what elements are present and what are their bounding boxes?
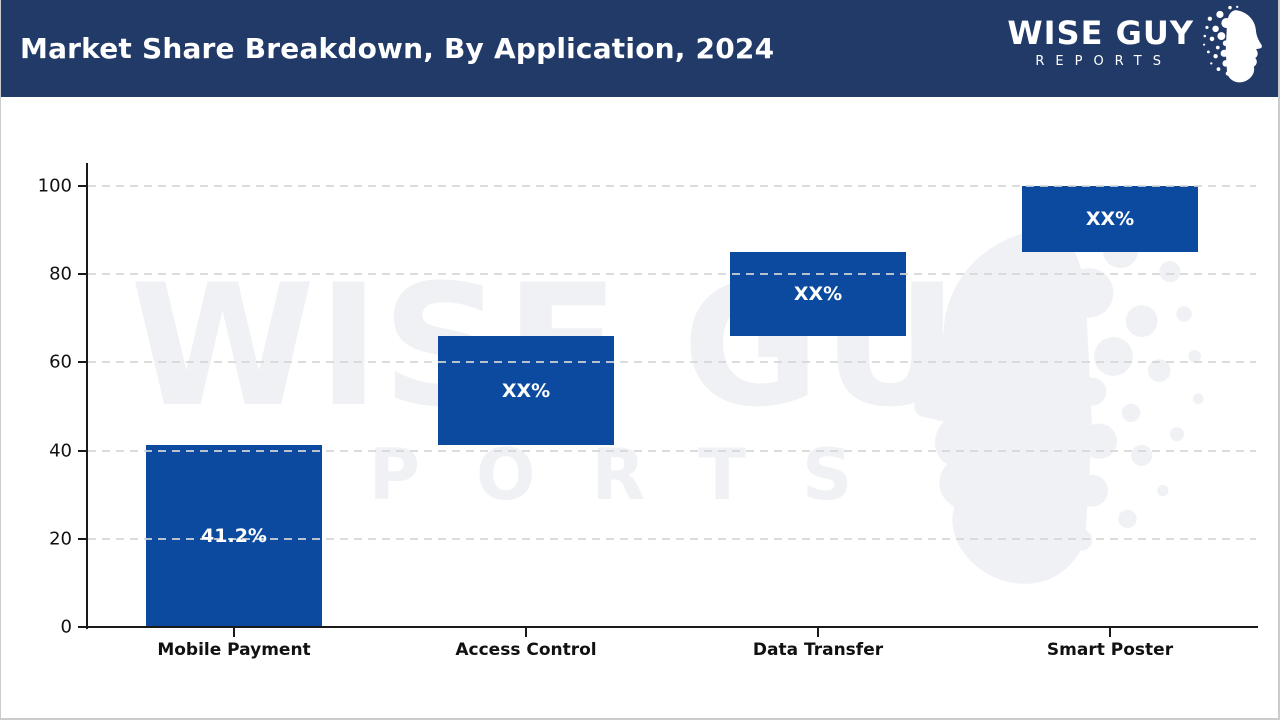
x-axis-tick — [233, 628, 235, 637]
wise-guy-reports-logo: WISE GUY REPORTS — [1007, 0, 1266, 97]
gridline-20 — [88, 537, 1256, 540]
x-axis-tick — [1109, 628, 1111, 637]
y-tick-label: 60 — [49, 351, 72, 373]
bar-data-transfer — [730, 252, 906, 336]
category-label: Smart Poster — [1046, 640, 1174, 660]
x-axis-line — [86, 626, 1258, 628]
y-tick-label: 40 — [49, 440, 72, 462]
bar-smart-poster — [1022, 186, 1198, 253]
page-border-bottom — [0, 718, 1280, 720]
logo-text: WISE GUY REPORTS — [1007, 14, 1194, 70]
y-tick-label: 0 — [60, 616, 72, 638]
y-tick-label: 20 — [49, 528, 72, 550]
bar-value-label: XX% — [501, 379, 551, 402]
y-axis-tick — [78, 537, 87, 540]
face-watermark — [914, 208, 1204, 584]
bar-value-label: 41.2% — [201, 525, 267, 548]
gridline-100 — [88, 185, 1256, 187]
bar-mobile-payment — [146, 445, 322, 627]
y-axis-tick — [78, 185, 87, 187]
category-label: Access Control — [455, 640, 597, 660]
gridline-60 — [88, 361, 1256, 364]
category-label: Mobile Payment — [157, 640, 311, 660]
y-axis-tick — [78, 273, 87, 276]
page-border-right — [1278, 0, 1280, 720]
gridline-40 — [88, 449, 1256, 452]
page-border-left — [0, 0, 1, 720]
bar-value-label: XX% — [793, 283, 843, 306]
page-title: Market Share Breakdown, By Application, … — [20, 32, 775, 65]
logo-wordmark: WISE GUY — [1007, 14, 1194, 52]
x-axis-tick — [817, 628, 819, 637]
face-profile-icon — [1203, 5, 1262, 83]
bar-access-control — [438, 335, 614, 446]
header-banner: Market Share Breakdown, By Application, … — [0, 0, 1280, 97]
bar-value-label: XX% — [1085, 208, 1135, 231]
x-axis-tick — [525, 628, 527, 637]
y-tick-label: 80 — [49, 263, 72, 285]
y-tick-label: 100 — [37, 175, 72, 197]
category-label: Data Transfer — [752, 640, 884, 660]
logo-subtitle: REPORTS — [1035, 54, 1172, 70]
gridline-80 — [88, 273, 1256, 276]
y-axis-tick — [78, 361, 87, 364]
y-axis-line — [86, 163, 88, 629]
y-axis-tick — [78, 626, 87, 628]
y-axis-tick — [78, 449, 87, 452]
